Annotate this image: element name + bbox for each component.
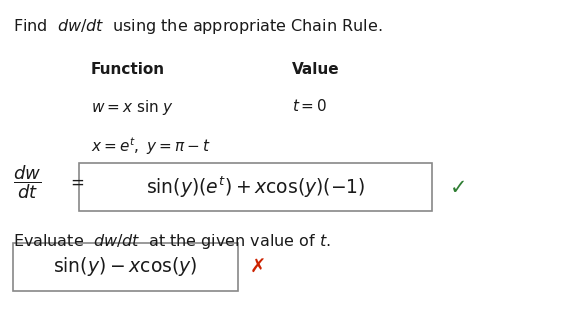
Text: Function: Function (91, 62, 165, 77)
Text: ✗: ✗ (250, 257, 266, 276)
Text: Value: Value (292, 62, 340, 77)
Text: Evaluate  $\it{dw/dt}$  at the given value of $\it{t}$.: Evaluate $\it{dw/dt}$ at the given value… (13, 232, 331, 251)
Bar (13, 243, 238, 291)
Text: $\dfrac{dw}{dt}$: $\dfrac{dw}{dt}$ (13, 163, 41, 201)
Text: ✓: ✓ (450, 178, 467, 197)
Text: Find  $\it{dw/dt}$  using the appropriate Chain Rule.: Find $\it{dw/dt}$ using the appropriate … (13, 17, 383, 36)
Text: $t = 0$: $t = 0$ (292, 98, 327, 114)
Text: $x = e^{t},\ y = \pi - t$: $x = e^{t},\ y = \pi - t$ (91, 135, 210, 157)
Text: $w = x$ sin $y$: $w = x$ sin $y$ (91, 98, 173, 117)
Text: $\sin(y)\left(e^{t}\right)+x\cos(y)\left(-1\right)$: $\sin(y)\left(e^{t}\right)+x\cos(y)\left… (146, 175, 366, 200)
Text: $\sin(y) - x\cos(y)$: $\sin(y) - x\cos(y)$ (53, 255, 198, 278)
Text: $=$: $=$ (67, 173, 85, 191)
Bar (79, 163, 432, 211)
